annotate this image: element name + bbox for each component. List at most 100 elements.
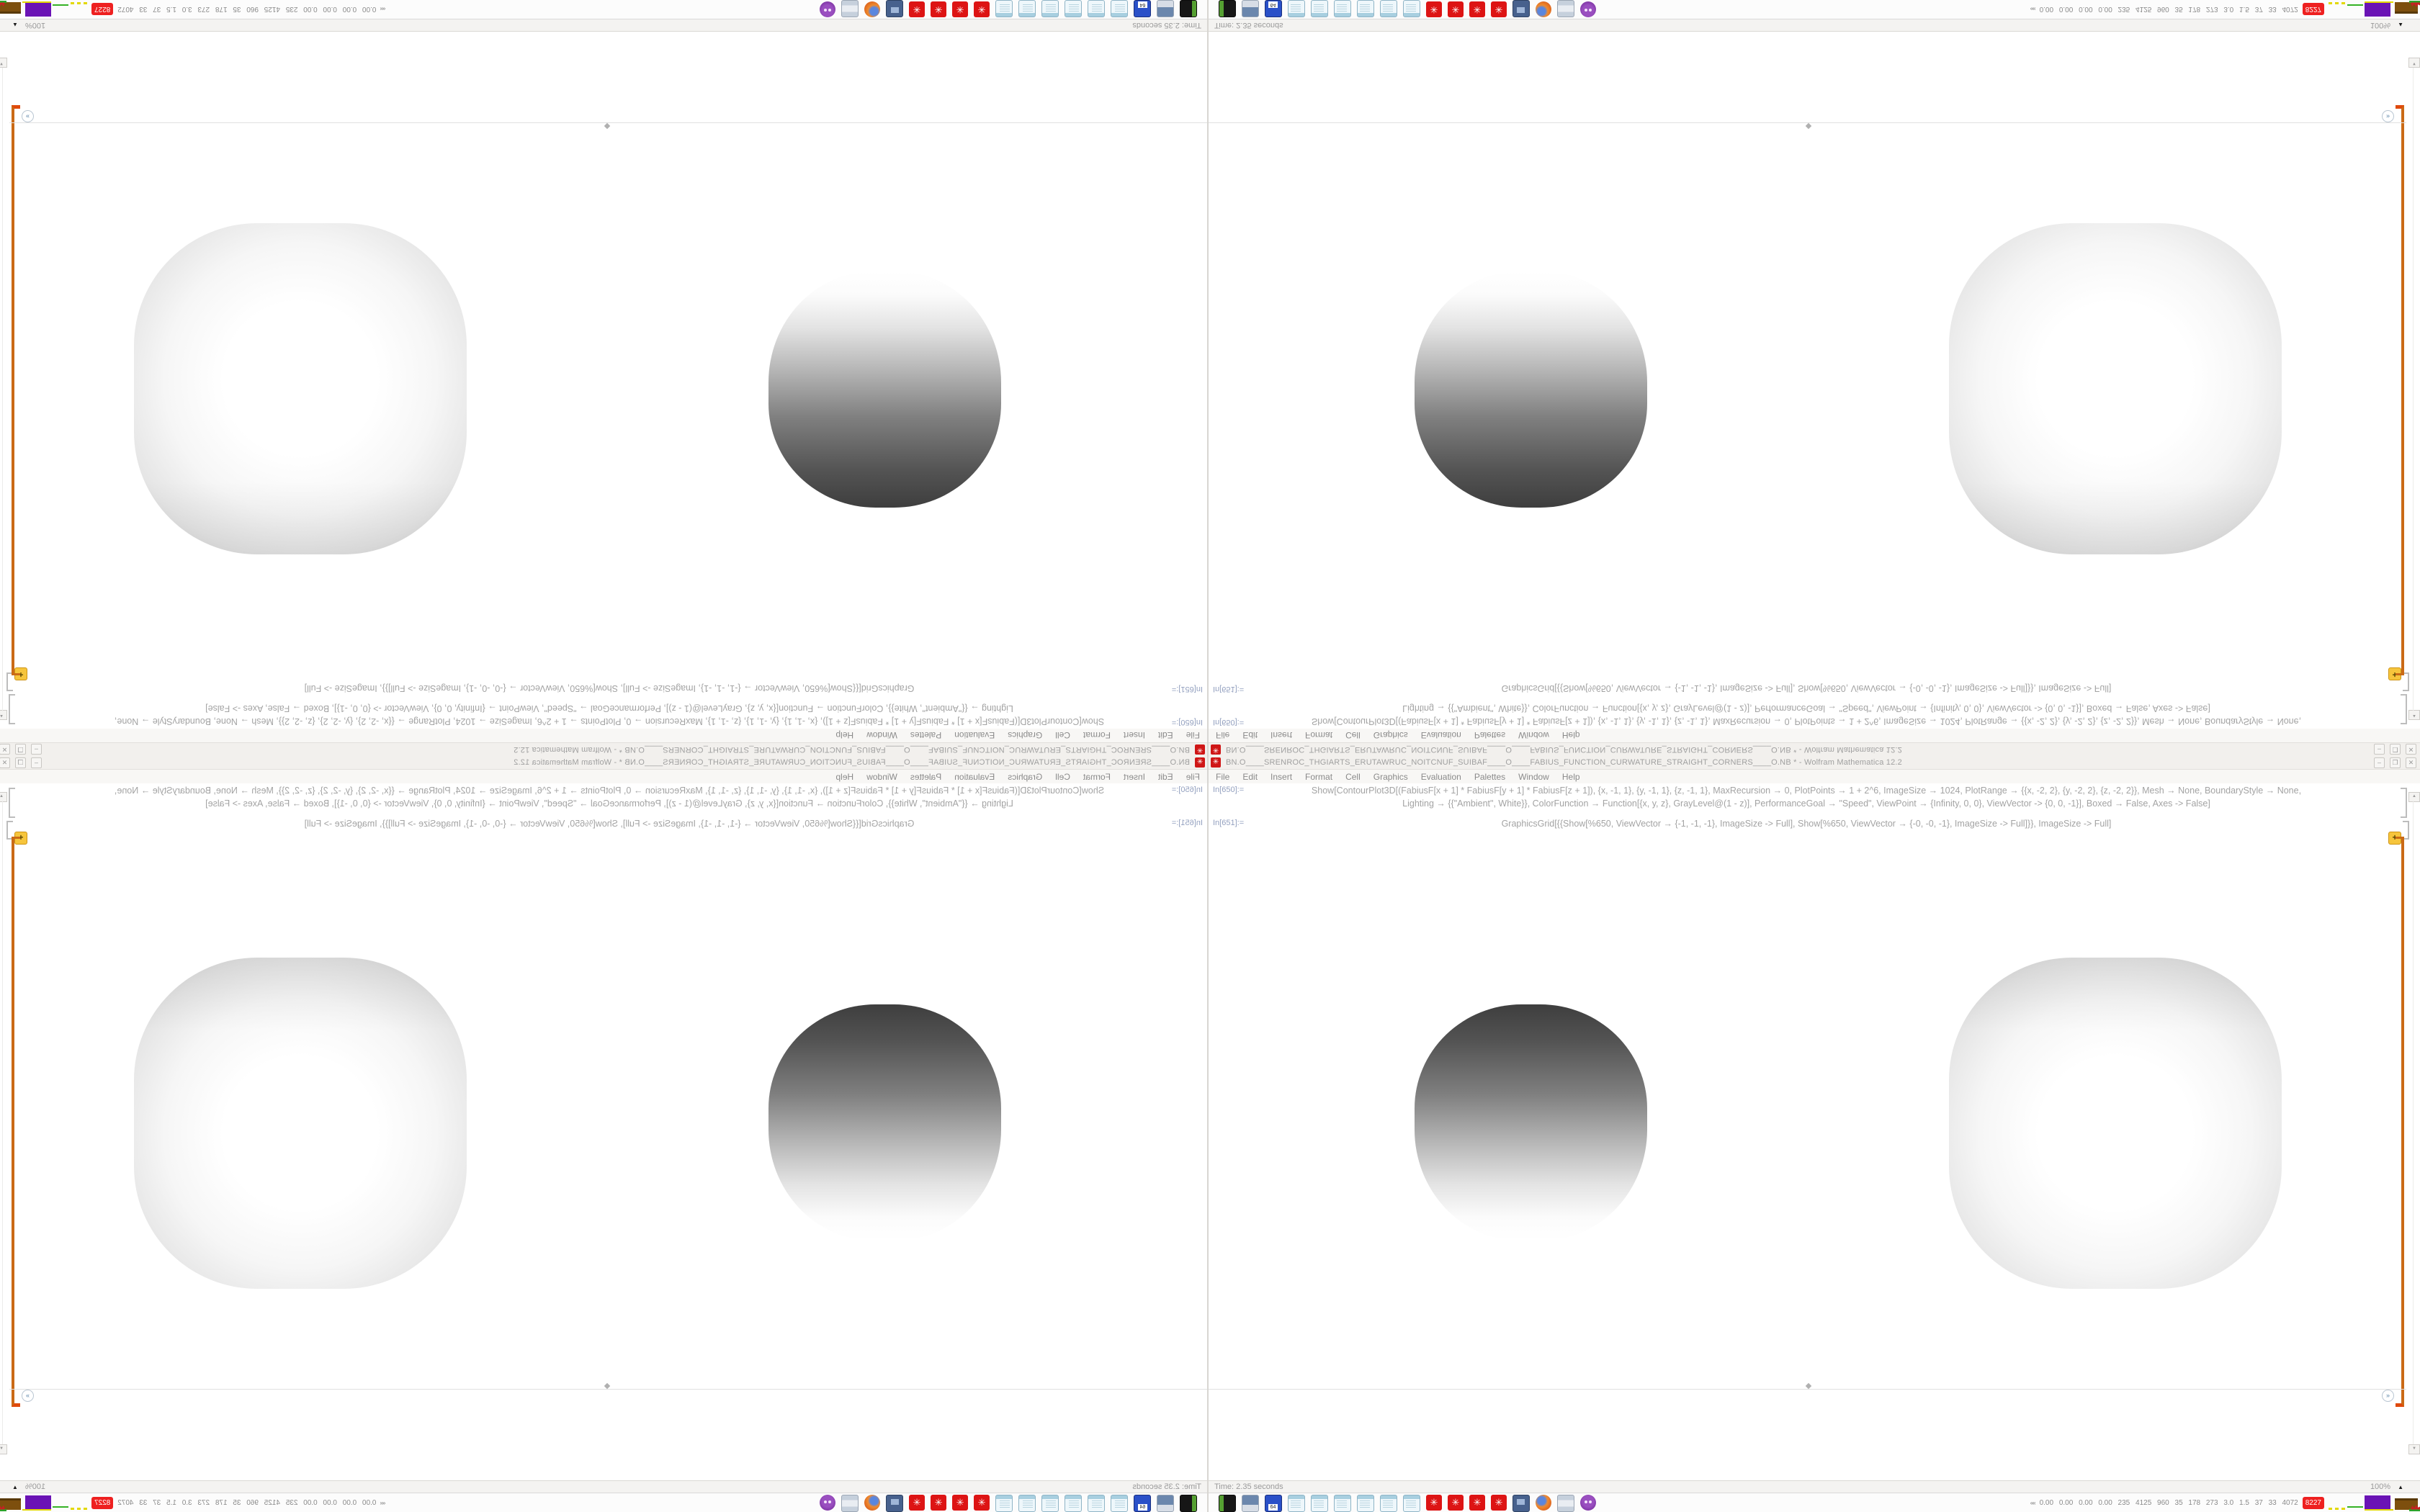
input-code-line[interactable]: Lighting → {{"Ambient", White}}, ColorFu… — [205, 703, 1013, 714]
menu-insert[interactable]: Insert — [1270, 730, 1293, 741]
input-code-line[interactable]: GraphicsGrid[{{Show[%650, ViewVector → {… — [304, 683, 915, 693]
notebook-content[interactable]: In[650]:= Show[ContourPlot3D[(FabiusF[x … — [1209, 783, 2420, 1480]
commodore64-icon[interactable] — [1265, 1495, 1282, 1512]
file-manager-icon[interactable] — [1157, 0, 1174, 17]
menu-evaluation[interactable]: Evaluation — [1420, 730, 1461, 741]
menu-window[interactable]: Window — [1518, 771, 1549, 782]
cell-bracket-in650[interactable] — [9, 788, 15, 818]
mathematica-icon[interactable] — [909, 1495, 925, 1511]
menu-window[interactable]: Window — [866, 730, 897, 741]
vertical-scrollbar[interactable] — [2413, 801, 2414, 1444]
text-editor-icon[interactable] — [995, 1495, 1013, 1512]
input-code-line[interactable]: GraphicsGrid[{{Show[%650, ViewVector → {… — [1501, 819, 2112, 829]
chat-app-icon[interactable] — [820, 1495, 835, 1511]
menu-help[interactable]: Help — [1561, 730, 1580, 741]
text-editor-icon[interactable] — [1041, 0, 1059, 17]
maximize-button[interactable]: ❐ — [15, 744, 26, 755]
menu-file[interactable]: File — [1216, 730, 1230, 741]
firefox-icon[interactable] — [1536, 1495, 1551, 1511]
document-viewer-icon[interactable] — [841, 0, 859, 17]
window-titlebar[interactable]: ✳ BN.O____SRENROC_THGIARTS_ERUTAWRUC_NOI… — [0, 742, 1207, 756]
menu-edit[interactable]: Edit — [1157, 730, 1173, 741]
terminal-icon[interactable] — [1219, 0, 1236, 17]
window-titlebar[interactable]: ✳ BN.O____SRENROC_THGIARTS_ERUTAWRUC_NOI… — [0, 756, 1207, 770]
fabius-3d-blob-angled-view[interactable] — [1415, 271, 1647, 508]
mathematica-icon[interactable] — [1469, 1, 1485, 17]
cell-bracket-in651[interactable] — [2403, 821, 2409, 840]
magnification-menu-icon[interactable]: ▲ — [12, 22, 18, 29]
menu-help[interactable]: Help — [1561, 771, 1580, 782]
screenshot-tool-icon[interactable] — [1512, 1495, 1530, 1512]
text-editor-icon[interactable] — [1088, 1495, 1105, 1512]
menu-file[interactable]: File — [1186, 771, 1200, 782]
menu-window[interactable]: Window — [866, 771, 897, 782]
maximize-button[interactable]: ❐ — [2390, 744, 2401, 755]
tray-expander-icon[interactable]: «« — [380, 6, 386, 12]
notebook-content[interactable]: In[650]:= Show[ContourPlot3D[(FabiusF[x … — [0, 32, 1207, 729]
menu-format[interactable]: Format — [1083, 730, 1111, 741]
close-button[interactable]: ✕ — [0, 757, 10, 768]
menu-cell[interactable]: Cell — [1345, 730, 1361, 741]
text-editor-icon[interactable] — [1311, 1495, 1328, 1512]
document-viewer-icon[interactable] — [1557, 0, 1574, 17]
menu-file[interactable]: File — [1186, 730, 1200, 741]
scrollbar-up-arrow[interactable]: ▲ — [0, 710, 7, 720]
input-code-line[interactable]: GraphicsGrid[{{Show[%650, ViewVector → {… — [1501, 683, 2112, 693]
magnification-value[interactable]: 100% — [2370, 21, 2391, 30]
terminal-icon[interactable] — [1219, 1495, 1236, 1512]
cell-bracket-in650[interactable] — [2401, 788, 2407, 818]
window-titlebar[interactable]: ✳ BN.O____SRENROC_THGIARTS_ERUTAWRUC_NOI… — [1209, 742, 2420, 756]
firefox-icon[interactable] — [864, 1495, 880, 1511]
menu-file[interactable]: File — [1216, 771, 1230, 782]
text-editor-icon[interactable] — [1111, 1495, 1128, 1512]
mathematica-icon[interactable] — [931, 1, 946, 17]
mathematica-icon[interactable] — [952, 1495, 968, 1511]
scrollbar-up-arrow[interactable]: ▲ — [2408, 710, 2420, 720]
selected-output-cell-bracket[interactable] — [2396, 837, 2404, 1407]
screenshot-tool-icon[interactable] — [886, 0, 903, 17]
text-editor-icon[interactable] — [1111, 0, 1128, 17]
menu-insert[interactable]: Insert — [1123, 771, 1145, 782]
text-editor-icon[interactable] — [1334, 0, 1351, 17]
text-editor-icon[interactable] — [1018, 1495, 1036, 1512]
text-editor-icon[interactable] — [1380, 1495, 1397, 1512]
magnification-menu-icon[interactable]: ▲ — [2398, 22, 2403, 29]
input-code-line[interactable]: Lighting → {{"Ambient", White}}, ColorFu… — [205, 798, 1013, 809]
notebook-content[interactable]: In[650]:= Show[ContourPlot3D[(FabiusF[x … — [1209, 32, 2420, 729]
scroll-to-end-widget[interactable]: » — [2382, 110, 2394, 122]
menu-evaluation[interactable]: Evaluation — [954, 730, 995, 741]
fabius-3d-blob-angled-view[interactable] — [768, 271, 1001, 508]
text-editor-icon[interactable] — [1041, 1495, 1059, 1512]
input-code-line[interactable]: Show[ContourPlot3D[(FabiusF[x + 1] * Fab… — [114, 716, 1105, 726]
mathematica-icon[interactable] — [974, 1495, 990, 1511]
text-editor-icon[interactable] — [1065, 1495, 1082, 1512]
text-editor-icon[interactable] — [1357, 1495, 1374, 1512]
magnification-value[interactable]: 100% — [2370, 1482, 2391, 1491]
scrollbar-down-arrow[interactable]: ▼ — [2408, 58, 2420, 68]
mathematica-icon[interactable] — [1426, 1, 1442, 17]
scroll-to-end-widget[interactable]: » — [2382, 1390, 2394, 1402]
mathematica-icon[interactable] — [1448, 1, 1464, 17]
tray-expander-icon[interactable]: «« — [2030, 6, 2035, 12]
text-editor-icon[interactable] — [1403, 1495, 1420, 1512]
menu-evaluation[interactable]: Evaluation — [1420, 771, 1461, 782]
mathematica-icon[interactable] — [952, 1, 968, 17]
maximize-button[interactable]: ❐ — [15, 757, 26, 768]
text-editor-icon[interactable] — [995, 0, 1013, 17]
menu-palettes[interactable]: Palettes — [910, 730, 942, 741]
close-button[interactable]: ✕ — [0, 744, 10, 755]
menu-palettes[interactable]: Palettes — [1474, 771, 1506, 782]
menu-edit[interactable]: Edit — [1242, 771, 1258, 782]
chat-app-icon[interactable] — [1580, 1495, 1596, 1511]
scrollbar-up-arrow[interactable]: ▲ — [0, 792, 7, 802]
fabius-3d-blob-axis-view[interactable] — [1949, 958, 2282, 1289]
scrollbar-up-arrow[interactable]: ▲ — [2408, 792, 2420, 802]
text-editor-icon[interactable] — [1334, 1495, 1351, 1512]
selected-output-cell-bracket[interactable] — [2396, 105, 2404, 675]
mathematica-icon[interactable] — [1448, 1495, 1464, 1511]
file-manager-icon[interactable] — [1242, 1495, 1259, 1512]
scrollbar-down-arrow[interactable]: ▼ — [0, 58, 7, 68]
vertical-scrollbar[interactable] — [2, 801, 3, 1444]
fabius-3d-blob-axis-view[interactable] — [134, 223, 467, 554]
tray-expander-icon[interactable]: «« — [2030, 1500, 2036, 1506]
